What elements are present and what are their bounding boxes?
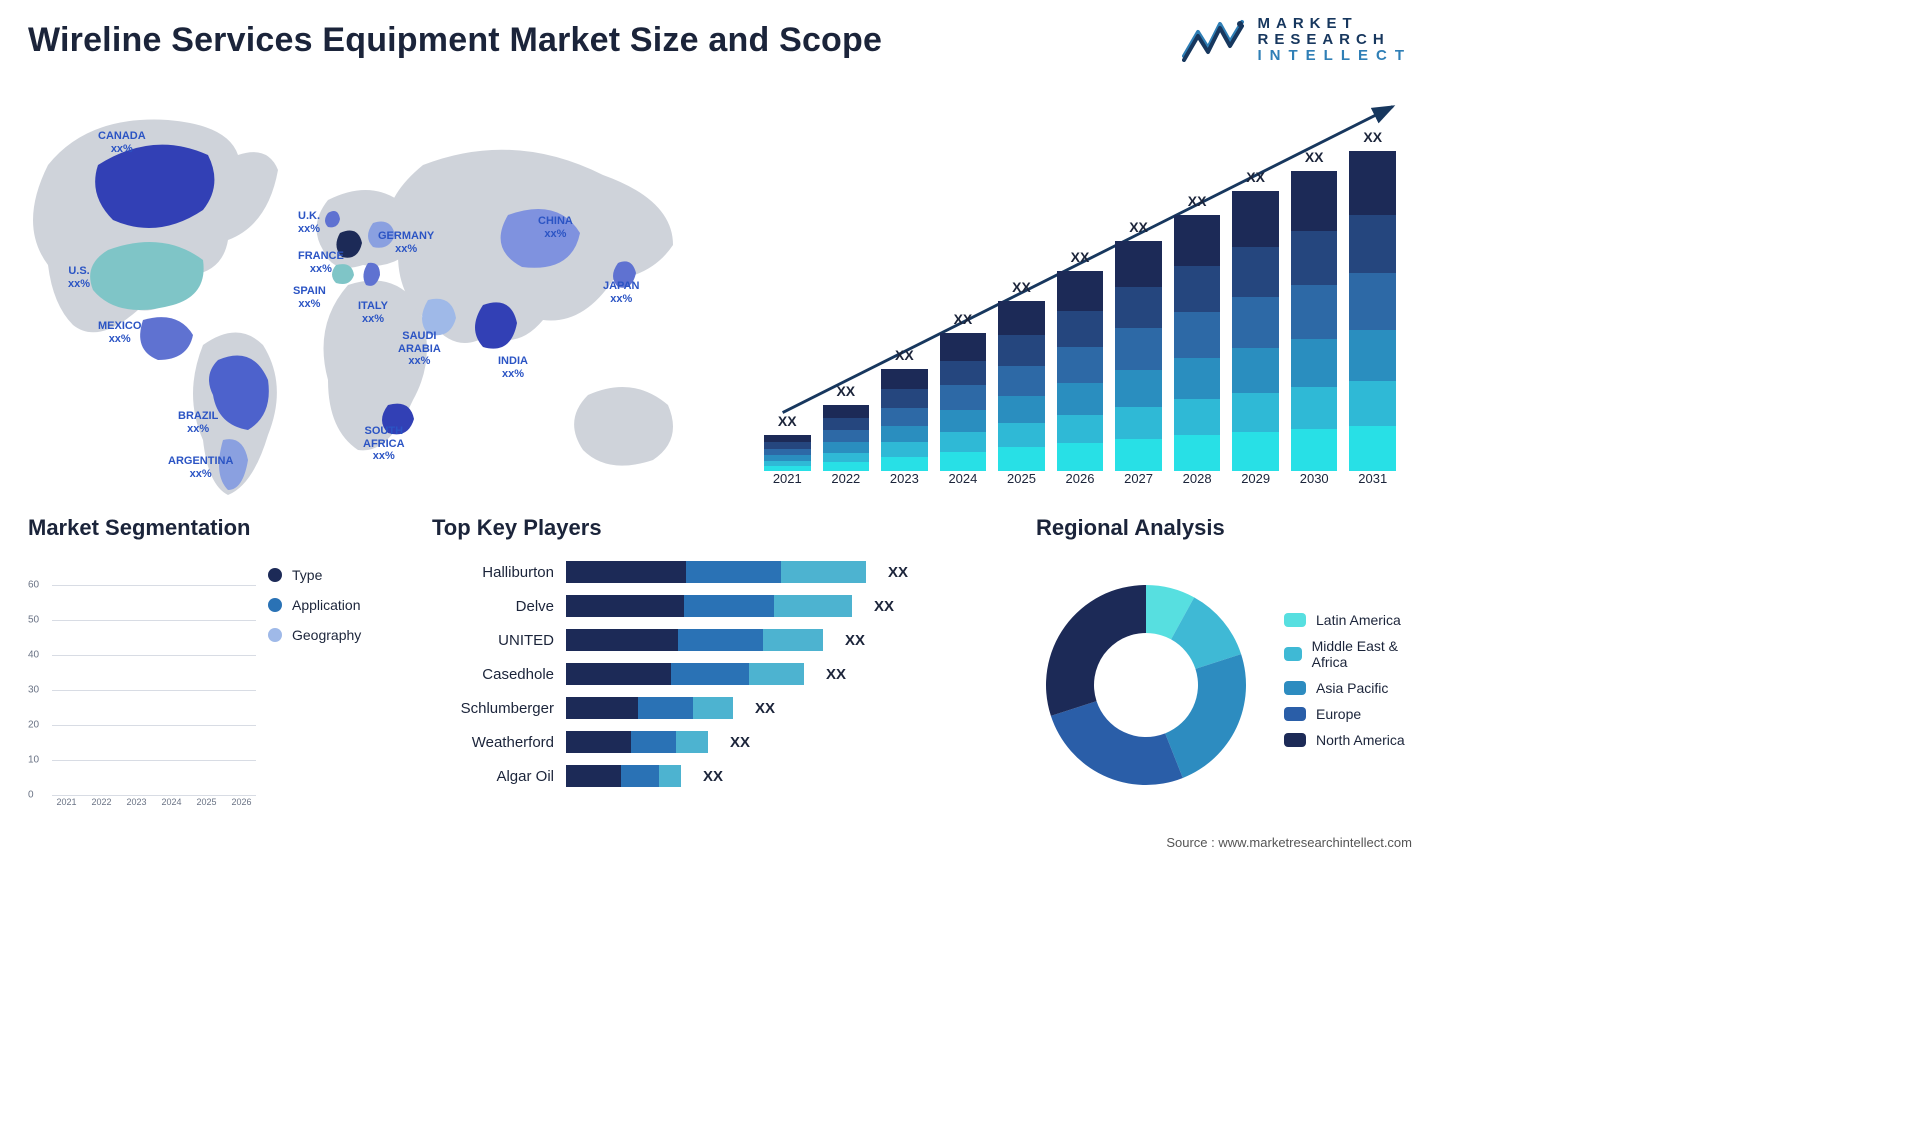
map-label: CHINAxx% — [538, 215, 573, 240]
legend-item: Europe — [1284, 706, 1412, 722]
growth-bar: XX — [1232, 191, 1279, 471]
key-player-row: WeatherfordXX — [432, 725, 992, 759]
growth-xaxis: 2021202220232024202520262027202820292030… — [764, 471, 1396, 495]
map-label: INDIAxx% — [498, 355, 528, 380]
segmentation-legend: Type Application Geography — [268, 567, 388, 657]
growth-bar: XX — [823, 405, 870, 471]
segmentation-title: Market Segmentation — [28, 515, 388, 541]
map-label: SAUDIARABIAxx% — [398, 330, 441, 368]
key-player-row: SchlumbergerXX — [432, 691, 992, 725]
key-player-row: UNITEDXX — [432, 623, 992, 657]
logo-mark-icon — [1182, 18, 1244, 62]
growth-bar: XX — [1291, 171, 1338, 471]
map-label: ITALYxx% — [358, 300, 388, 325]
legend-item: Application — [268, 597, 388, 613]
segmentation-chart: 0102030405060 202120222023202420252026 — [28, 585, 256, 815]
growth-bar: XX — [1349, 151, 1396, 471]
growth-bar: XX — [881, 369, 928, 471]
regional-panel: Regional Analysis Latin America Middle Ea… — [1036, 515, 1412, 815]
donut-slice — [1051, 701, 1183, 785]
map-label: CANADAxx% — [98, 130, 146, 155]
bottom-row: Market Segmentation 0102030405060 202120… — [28, 515, 1412, 815]
donut-slice — [1165, 654, 1246, 778]
header: Wireline Services Equipment Market Size … — [28, 0, 1412, 80]
top-row: CANADAxx% U.S.xx% MEXICOxx% BRAZILxx% ARGENT… — [28, 95, 1412, 495]
source-credit: Source : www.marketresearchintellect.com — [1166, 835, 1412, 850]
growth-bar: XX — [998, 301, 1045, 471]
regional-title: Regional Analysis — [1036, 515, 1412, 541]
growth-bar: XX — [764, 435, 811, 471]
logo-text: MARKET RESEARCH INTELLECT — [1258, 16, 1413, 63]
key-player-row: Algar OilXX — [432, 759, 992, 793]
donut-slice — [1046, 585, 1146, 716]
legend-item: Latin America — [1284, 612, 1412, 628]
growth-chart: XXXXXXXXXXXXXXXXXXXXXX 20212022202320242… — [748, 95, 1412, 495]
map-label: SPAINxx% — [293, 285, 326, 310]
map-label: ARGENTINAxx% — [168, 455, 233, 480]
map-label: BRAZILxx% — [178, 410, 218, 435]
map-label: U.K.xx% — [298, 210, 320, 235]
key-players-body: HalliburtonXXDelveXXUNITEDXXCasedholeXXS… — [432, 555, 992, 815]
world-map: CANADAxx% U.S.xx% MEXICOxx% BRAZILxx% ARGENT… — [28, 95, 708, 495]
growth-bar: XX — [1115, 241, 1162, 471]
page-title: Wireline Services Equipment Market Size … — [28, 21, 882, 60]
legend-item: Asia Pacific — [1284, 680, 1412, 696]
key-players-title: Top Key Players — [432, 515, 992, 541]
map-label: JAPANxx% — [603, 280, 639, 305]
regional-legend: Latin America Middle East & Africa Asia Pa… — [1284, 612, 1412, 758]
legend-item: North America — [1284, 732, 1412, 748]
segmentation-xaxis: 202120222023202420252026 — [52, 797, 256, 815]
key-players-panel: Top Key Players HalliburtonXXDelveXXUNIT… — [432, 515, 992, 815]
key-player-row: DelveXX — [432, 589, 992, 623]
brand-logo: MARKET RESEARCH INTELLECT — [1182, 16, 1413, 63]
segmentation-bars — [52, 585, 256, 795]
key-player-row: CasedholeXX — [432, 657, 992, 691]
map-label: U.S.xx% — [68, 265, 90, 290]
growth-bar: XX — [1174, 215, 1221, 471]
growth-bars: XXXXXXXXXXXXXXXXXXXXXX — [764, 119, 1396, 471]
map-label: GERMANYxx% — [378, 230, 434, 255]
legend-item: Middle East & Africa — [1284, 638, 1412, 670]
segmentation-panel: Market Segmentation 0102030405060 202120… — [28, 515, 388, 815]
legend-item: Type — [268, 567, 388, 583]
growth-bar: XX — [940, 333, 987, 471]
key-player-row: HalliburtonXX — [432, 555, 992, 589]
growth-bar: XX — [1057, 271, 1104, 471]
regional-donut — [1036, 575, 1256, 795]
map-label: MEXICOxx% — [98, 320, 141, 345]
map-label: FRANCExx% — [298, 250, 344, 275]
legend-item: Geography — [268, 627, 388, 643]
map-label: SOUTHAFRICAxx% — [363, 425, 405, 463]
